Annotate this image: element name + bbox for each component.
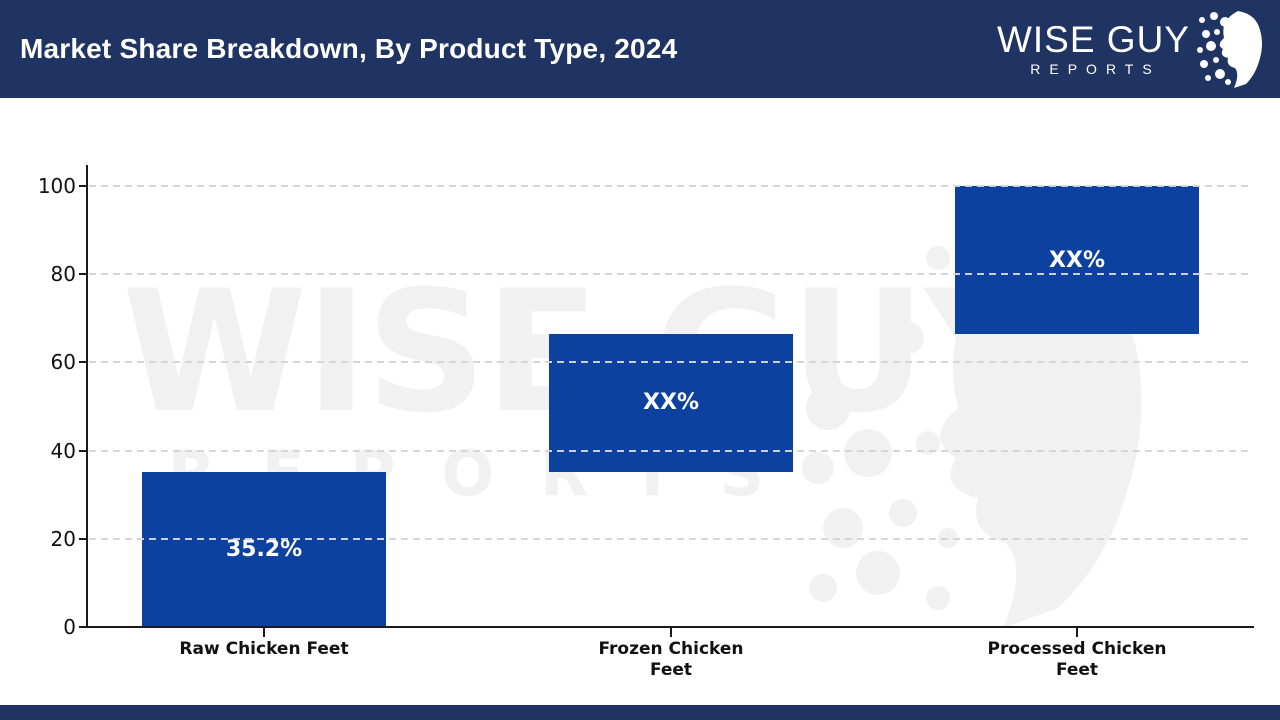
x-axis-line (86, 626, 1254, 628)
bar-value-label-raw-chicken-feet: 35.2% (225, 536, 303, 562)
y-tick-60 (79, 361, 86, 364)
x-tick-processed-chicken-feet (1076, 628, 1078, 637)
logo-wordmark: WISE GUY (996, 19, 1190, 60)
y-tick-40 (79, 449, 86, 452)
x-tick-frozen-chicken-feet (670, 628, 672, 637)
y-tick-label-20: 20 (50, 526, 76, 551)
bar-value-label-processed-chicken-feet: XX% (1049, 247, 1105, 273)
footer-band (0, 705, 1280, 720)
bar-processed-chicken-feet: XX% (955, 186, 1199, 335)
header-band: Market Share Breakdown, By Product Type,… (0, 0, 1280, 98)
logo-subtitle: REPORTS (1030, 61, 1161, 77)
category-label-frozen-chicken-feet: Frozen Chicken Feet (598, 639, 744, 680)
wise-guy-logo: WISE GUY REPORTS (996, 6, 1266, 92)
bar-value-label-frozen-chicken-feet: XX% (643, 390, 699, 416)
y-tick-20 (79, 537, 86, 540)
logo-face-icon (1197, 11, 1262, 88)
gridline-40 (89, 449, 1253, 452)
y-axis-line (86, 165, 88, 628)
y-tick-label-100: 100 (37, 174, 76, 198)
bar-frozen-chicken-feet: XX% (549, 334, 793, 472)
gridline-80 (89, 273, 1253, 276)
gridline-60 (89, 361, 1253, 364)
page-title: Market Share Breakdown, By Product Type,… (20, 33, 678, 64)
y-tick-80 (79, 273, 86, 276)
gridline-100 (89, 185, 1253, 187)
gridline-20 (89, 537, 1253, 540)
x-tick-raw-chicken-feet (263, 628, 265, 637)
y-tick-label-0: 0 (63, 615, 76, 639)
y-tick-label-80: 80 (50, 262, 76, 287)
logo-text: WISE GUY REPORTS (996, 19, 1190, 78)
y-tick-label-40: 40 (50, 438, 76, 463)
category-label-raw-chicken-feet: Raw Chicken Feet (179, 639, 349, 659)
y-tick-100 (79, 185, 86, 187)
y-tick-0 (79, 626, 86, 628)
bar-raw-chicken-feet: 35.2% (142, 471, 386, 627)
y-tick-label-60: 60 (50, 350, 76, 375)
category-label-processed-chicken-feet: Processed Chicken Feet (987, 639, 1167, 680)
